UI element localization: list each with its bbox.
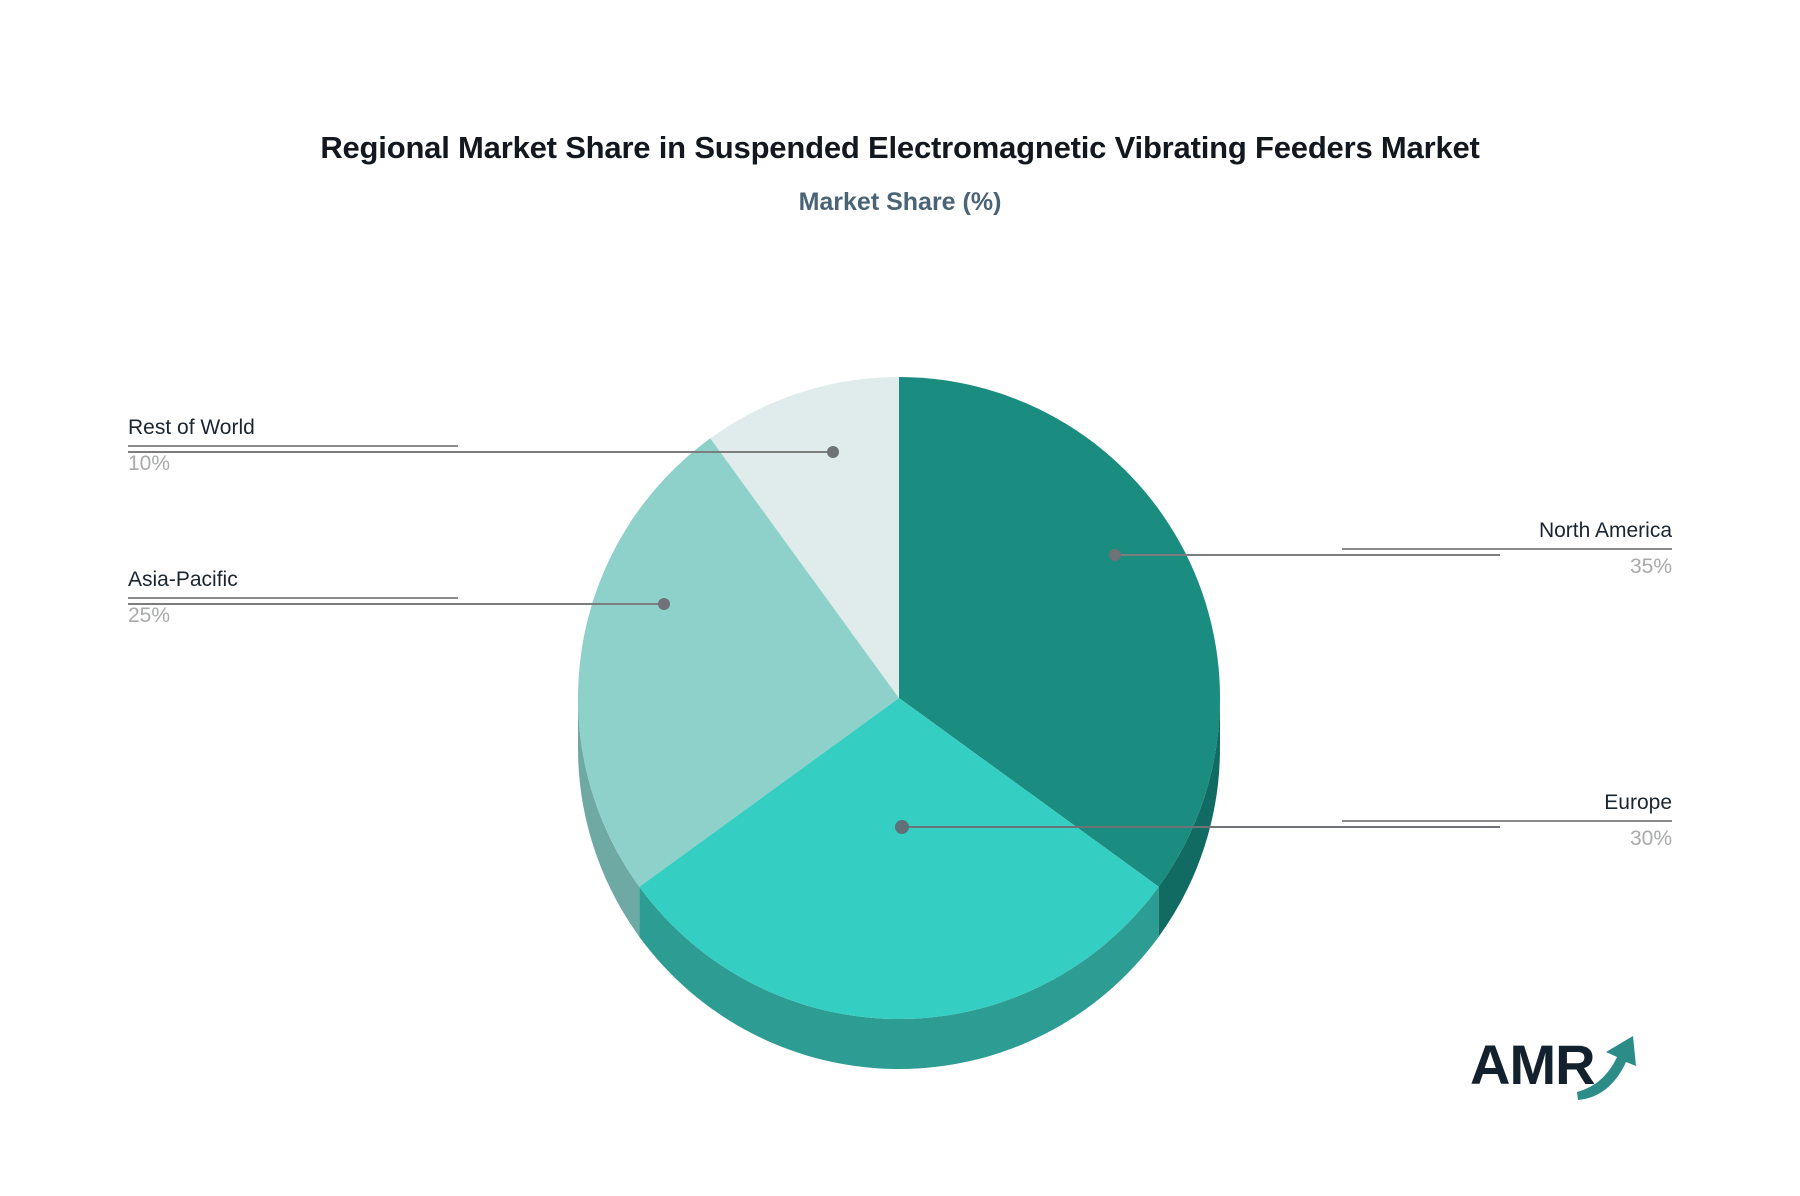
callout-value-rest-of-world: 10% — [128, 452, 171, 475]
callout-rule-north-america — [1342, 548, 1672, 550]
pie-side-north-america — [1158, 698, 1220, 937]
callout-rest-of-world[interactable]: Rest of World 10% — [128, 415, 458, 477]
callout-value-europe: 30% — [1629, 827, 1672, 850]
callout-label-asia-pacific: Asia-Pacific — [128, 568, 238, 591]
callout-value-north-america: 35% — [1629, 555, 1672, 578]
callout-europe[interactable]: Europe 30% — [1342, 790, 1672, 852]
pie-side-asia-pacific — [578, 698, 640, 937]
pie-slice-europe[interactable] — [639, 698, 1159, 1020]
callout-asia-pacific[interactable]: Asia-Pacific 25% — [128, 567, 458, 629]
pie-slice-rest-of-world[interactable] — [710, 377, 899, 698]
pie-slice-north-america[interactable] — [899, 377, 1221, 887]
callout-north-america[interactable]: North America 35% — [1342, 518, 1672, 580]
callout-rule-rest-of-world — [128, 445, 458, 447]
callout-value-asia-pacific: 25% — [128, 604, 171, 627]
growth-arrow-icon — [1577, 1036, 1636, 1100]
callout-label-rest-of-world: Rest of World — [128, 416, 255, 439]
callout-label-europe: Europe — [1604, 791, 1672, 814]
leader-lines-group — [128, 446, 1500, 834]
callout-label-north-america: North America — [1538, 519, 1672, 542]
pie-slice-asia-pacific[interactable] — [577, 438, 899, 887]
callout-rule-asia-pacific — [128, 597, 458, 599]
callout-rule-europe — [1342, 820, 1672, 822]
pie-side-europe — [639, 886, 1159, 1070]
amr-logo-text: AMR — [1470, 1033, 1596, 1096]
leader-dot-europe — [895, 820, 909, 834]
chart-subtitle: Market Share (%) — [798, 188, 1002, 216]
leader-dot-rest-of-world — [827, 446, 839, 458]
leader-dot-north-america — [1109, 549, 1121, 561]
amr-logo: AMR — [1470, 1022, 1660, 1108]
pie-3d-group — [577, 377, 1221, 1070]
leader-dot-asia-pacific — [658, 598, 670, 610]
chart-title: Regional Market Share in Suspended Elect… — [320, 130, 1480, 165]
